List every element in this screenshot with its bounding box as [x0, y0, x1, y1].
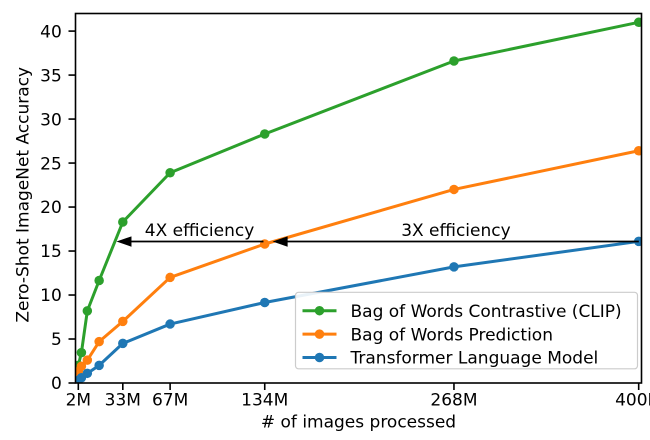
series-bag-of-words-contrastive-clip: [75, 17, 642, 371]
series-marker-transformer-language-model: [118, 338, 128, 349]
series-marker-bag-of-words-contrastive-clip: [165, 167, 175, 178]
annotation-label: 4X efficiency: [145, 221, 254, 241]
y-tick-label: 25: [40, 154, 62, 174]
legend-label: Bag of Words Prediction: [351, 325, 553, 345]
series-marker-bag-of-words-contrastive-clip: [76, 347, 87, 358]
legend-handle-marker: [314, 352, 325, 363]
series-transformer-language-model: [75, 236, 642, 383]
y-tick-label: 5: [51, 330, 62, 350]
y-tick-label: 35: [40, 66, 62, 86]
x-tick-label: 134M: [241, 391, 288, 411]
series-marker-bag-of-words-prediction: [449, 184, 459, 195]
series-marker-bag-of-words-contrastive-clip: [633, 17, 642, 28]
x-tick-label: 400M: [615, 391, 650, 411]
y-tick-label: 10: [40, 286, 62, 306]
legend-label: Bag of Words Contrastive (CLIP): [351, 302, 622, 322]
series-marker-bag-of-words-contrastive-clip: [94, 275, 104, 286]
series-group: [75, 17, 642, 383]
annotation-2: 3X efficiency: [272, 221, 639, 247]
series-marker-bag-of-words-prediction: [118, 316, 128, 327]
series-marker-bag-of-words-contrastive-clip: [118, 217, 128, 227]
series-marker-transformer-language-model: [449, 262, 459, 272]
annotation-label: 3X efficiency: [401, 221, 510, 241]
y-tick-label: 20: [40, 198, 62, 218]
axis-ticks: 2M 33M 67M 134M 268M 400M 0 5 10 15 20 25 30 35 40: [40, 22, 650, 410]
series-marker-bag-of-words-prediction: [633, 145, 642, 156]
y-tick-label: 15: [40, 242, 62, 262]
x-axis-label: # of images processed: [261, 413, 456, 433]
legend-handle-marker: [314, 305, 325, 316]
legend-entry-bag-of-words-prediction: Bag of Words Prediction: [302, 325, 553, 345]
series-marker-transformer-language-model: [82, 368, 93, 379]
y-axis-label: Zero-Shot ImageNet Accuracy: [13, 67, 33, 323]
series-marker-transformer-language-model: [94, 360, 104, 371]
x-tick-label: 268M: [430, 391, 477, 411]
annotation-1: 4X efficiency: [116, 221, 264, 247]
efficiency-arrow-head: [116, 236, 132, 247]
series-marker-bag-of-words-prediction: [165, 272, 175, 283]
y-tick-label: 30: [40, 110, 62, 130]
series-marker-transformer-language-model: [165, 319, 175, 329]
x-tick-label: 33M: [105, 391, 141, 411]
legend-label: Transformer Language Model: [350, 349, 599, 369]
legend-handle-marker: [314, 329, 325, 339]
legend: Bag of Words Contrastive (CLIP) Bag of Wo…: [294, 291, 639, 370]
series-marker-transformer-language-model: [259, 297, 270, 308]
efficiency-arrow-head: [272, 236, 288, 247]
x-tick-label: 2M: [66, 391, 91, 411]
series-marker-bag-of-words-contrastive-clip: [449, 56, 459, 66]
x-tick-label: 67M: [152, 391, 188, 411]
legend-entry-bag-of-words-contrastive-clip: Bag of Words Contrastive (CLIP): [302, 302, 622, 322]
series-marker-bag-of-words-contrastive-clip: [259, 129, 270, 139]
series-marker-bag-of-words-contrastive-clip: [82, 306, 93, 316]
legend-frame: [294, 291, 639, 370]
legend-entry-transformer-language-model: Transformer Language Model: [302, 349, 599, 369]
y-tick-label: 0: [51, 374, 62, 394]
axes-spines: [74, 12, 643, 384]
series-marker-bag-of-words-prediction: [76, 361, 87, 372]
series-marker-bag-of-words-prediction: [94, 336, 104, 347]
series-marker-bag-of-words-prediction: [82, 355, 93, 365]
y-tick-label: 40: [40, 22, 62, 42]
